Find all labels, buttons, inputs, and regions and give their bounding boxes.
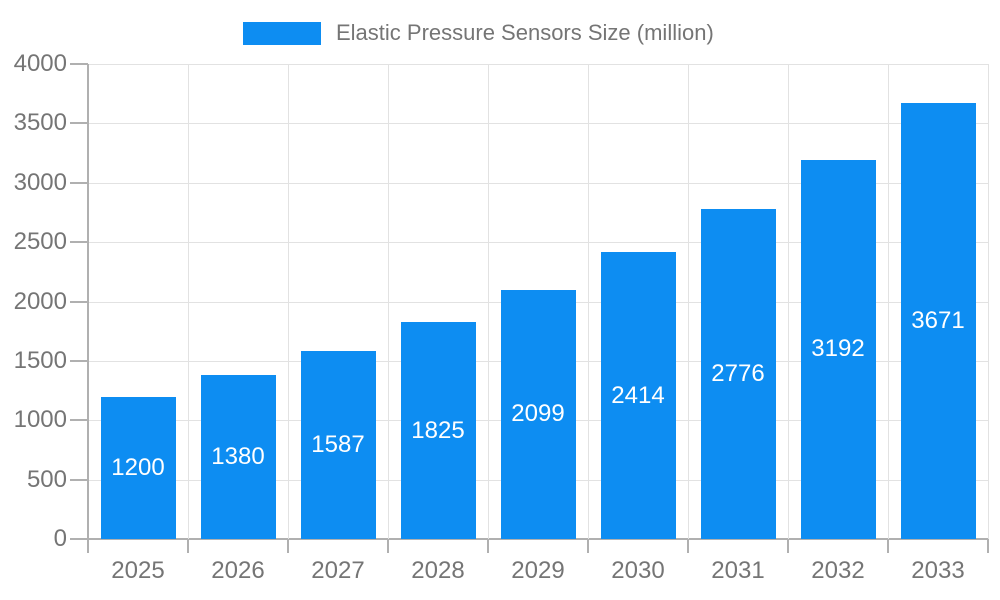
gridline-v	[988, 64, 989, 539]
gridline-v	[288, 64, 289, 539]
y-axis-tick	[70, 359, 88, 362]
y-tick-label: 1000	[13, 406, 67, 434]
x-axis-tick	[387, 539, 389, 553]
x-tick-label: 2026	[211, 557, 265, 584]
bar: 3671	[900, 103, 976, 539]
x-axis-tick	[887, 539, 889, 553]
x-axis-tick	[787, 539, 789, 553]
x-tick-label: 2032	[811, 557, 865, 584]
x-axis-tick	[187, 539, 189, 553]
y-tick-label: 3500	[13, 109, 67, 137]
bar-value-label: 1380	[211, 443, 265, 471]
y-tick-label: 1500	[13, 346, 67, 374]
x-tick-label: 2033	[911, 557, 965, 584]
gridline-v	[688, 64, 689, 539]
bar: 2414	[600, 252, 676, 539]
gridline-v	[788, 64, 789, 539]
x-tick-label: 2025	[111, 557, 165, 584]
bar: 1380	[200, 375, 276, 539]
x-axis-line	[88, 538, 988, 540]
bar: 1587	[300, 350, 376, 539]
x-axis-tick	[487, 539, 489, 553]
y-axis-tick	[70, 300, 88, 303]
x-axis-tick	[987, 539, 989, 553]
y-axis-tick	[70, 478, 88, 481]
gridline-h	[88, 182, 988, 184]
x-tick-label: 2029	[511, 557, 565, 584]
bar-value-label: 1200	[111, 453, 165, 481]
gridline-v	[388, 64, 389, 539]
bar: 2776	[700, 209, 776, 539]
bar-value-label: 3671	[911, 307, 965, 335]
y-axis-line	[87, 64, 89, 553]
gridline-v	[188, 64, 189, 539]
y-axis-tick	[70, 538, 88, 540]
y-tick-label: 2000	[13, 287, 67, 315]
x-tick-label: 2028	[411, 557, 465, 584]
gridline-h	[88, 242, 988, 244]
bar-value-label: 2776	[711, 360, 765, 388]
y-axis-tick	[70, 241, 88, 244]
y-axis-tick	[70, 63, 88, 65]
x-tick-label: 2031	[711, 557, 765, 584]
x-tick-label: 2027	[311, 557, 365, 584]
bar-value-label: 1825	[411, 416, 465, 444]
bar: 2099	[500, 289, 576, 539]
y-tick-label: 3000	[13, 168, 67, 196]
y-tick-label: 4000	[13, 50, 67, 77]
bar: 1825	[400, 322, 476, 539]
x-axis-tick	[587, 539, 589, 553]
y-axis-tick	[70, 419, 88, 422]
y-tick-label: 500	[26, 465, 67, 493]
bar-value-label: 1587	[311, 430, 365, 458]
y-axis-tick	[70, 122, 88, 125]
legend-label: Elastic Pressure Sensors Size (million)	[336, 20, 714, 45]
gridline-v	[488, 64, 489, 539]
gridline-h	[88, 123, 988, 125]
chart-legend: Elastic Pressure Sensors Size (million)	[243, 20, 714, 46]
y-axis-tick	[70, 181, 88, 184]
y-tick-label: 2500	[13, 228, 67, 256]
gridline-v	[588, 64, 589, 539]
legend-swatch-icon	[243, 21, 321, 45]
bar: 3192	[800, 159, 876, 539]
bar-value-label: 2414	[611, 381, 665, 409]
bar: 1200	[100, 396, 176, 539]
x-axis-tick	[687, 539, 689, 553]
x-axis-tick	[287, 539, 289, 553]
bar-value-label: 2099	[511, 400, 565, 428]
gridline-v	[888, 64, 889, 539]
y-tick-label: 0	[53, 525, 67, 552]
gridline-h	[88, 64, 988, 65]
bar-value-label: 3192	[811, 335, 865, 363]
x-tick-label: 2030	[611, 557, 665, 584]
